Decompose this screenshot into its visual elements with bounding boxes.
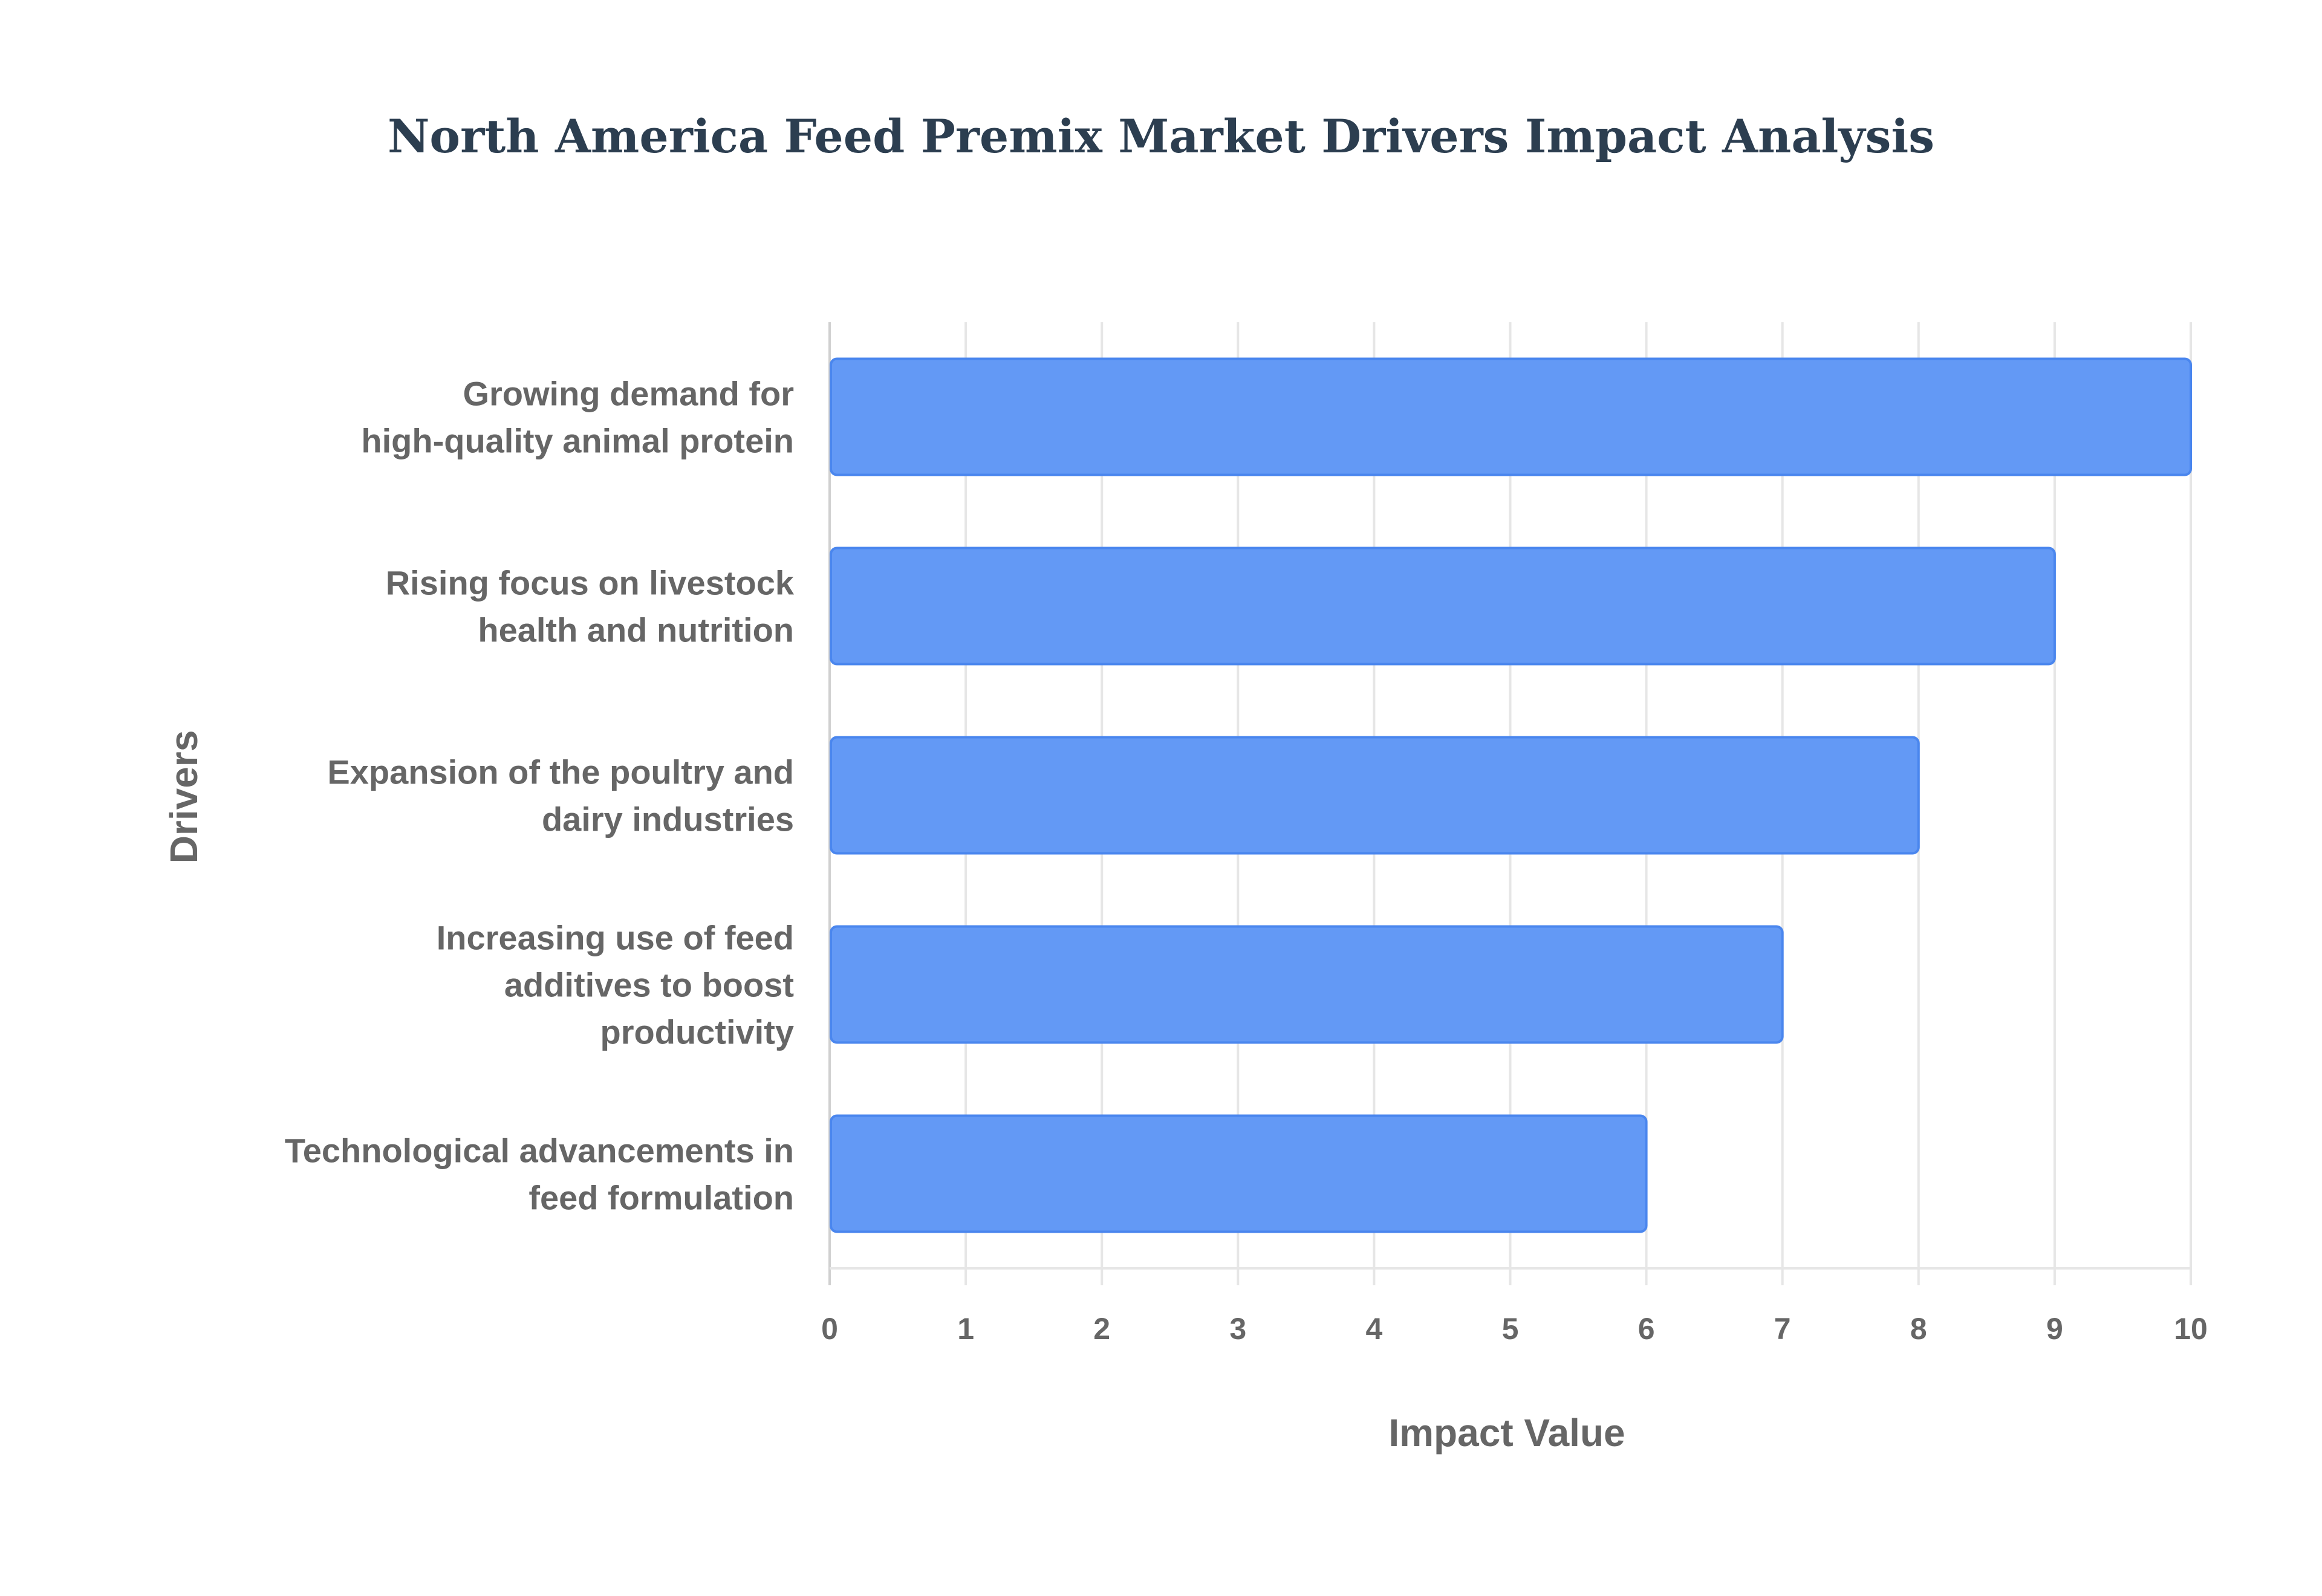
x-tick-label: 0 <box>821 1312 838 1346</box>
category-label-line: high-quality animal protein <box>361 422 794 460</box>
bar <box>830 357 2192 476</box>
x-tick-label: 4 <box>1365 1312 1382 1346</box>
y-category-labels: Growing demand for high-quality animal pr… <box>285 375 795 1217</box>
bar <box>830 547 2056 666</box>
category-label-line: additives to boost <box>504 966 794 1004</box>
x-tick-label: 9 <box>2046 1312 2063 1346</box>
x-tick-label: 2 <box>1093 1312 1110 1346</box>
category-label: Increasing use of feed additives to boost… <box>437 919 794 1051</box>
x-tick-label: 3 <box>1229 1312 1246 1346</box>
x-tick-label: 6 <box>1638 1312 1655 1346</box>
category-label-line: productivity <box>600 1013 794 1051</box>
x-axis-label: Impact Value <box>1388 1411 1625 1455</box>
bar <box>830 736 1920 855</box>
y-axis-label: Drivers <box>162 730 206 864</box>
bars <box>830 357 2192 1233</box>
category-label: Expansion of the poultry and dairy indust… <box>327 753 794 839</box>
category-label-line: Rising focus on livestock <box>386 564 795 602</box>
bar <box>830 925 1784 1044</box>
x-tick-labels: 0 1 2 3 4 5 6 7 8 9 10 <box>821 1312 2208 1346</box>
x-tick-label: 10 <box>2174 1312 2208 1346</box>
category-label-line: Expansion of the poultry and <box>327 753 794 791</box>
chart-title: North America Feed Premix Market Drivers… <box>388 109 1934 163</box>
x-tick-label: 1 <box>957 1312 974 1346</box>
category-label-line: Growing demand for <box>463 375 794 413</box>
bar <box>830 1114 1648 1233</box>
category-label-line: dairy industries <box>542 800 794 839</box>
category-label: Technological advancements in feed formul… <box>285 1132 794 1217</box>
category-label-line: health and nutrition <box>478 611 794 649</box>
x-tick-label: 7 <box>1774 1312 1791 1346</box>
category-label-line: Technological advancements in <box>285 1132 794 1170</box>
category-label-line: feed formulation <box>528 1179 794 1217</box>
category-label: Growing demand for high-quality animal pr… <box>361 375 794 460</box>
category-label: Rising focus on livestock health and nutr… <box>386 564 795 649</box>
category-label-line: Increasing use of feed <box>437 919 794 957</box>
x-tick-label: 8 <box>1910 1312 1927 1346</box>
x-tick-label: 5 <box>1502 1312 1519 1346</box>
